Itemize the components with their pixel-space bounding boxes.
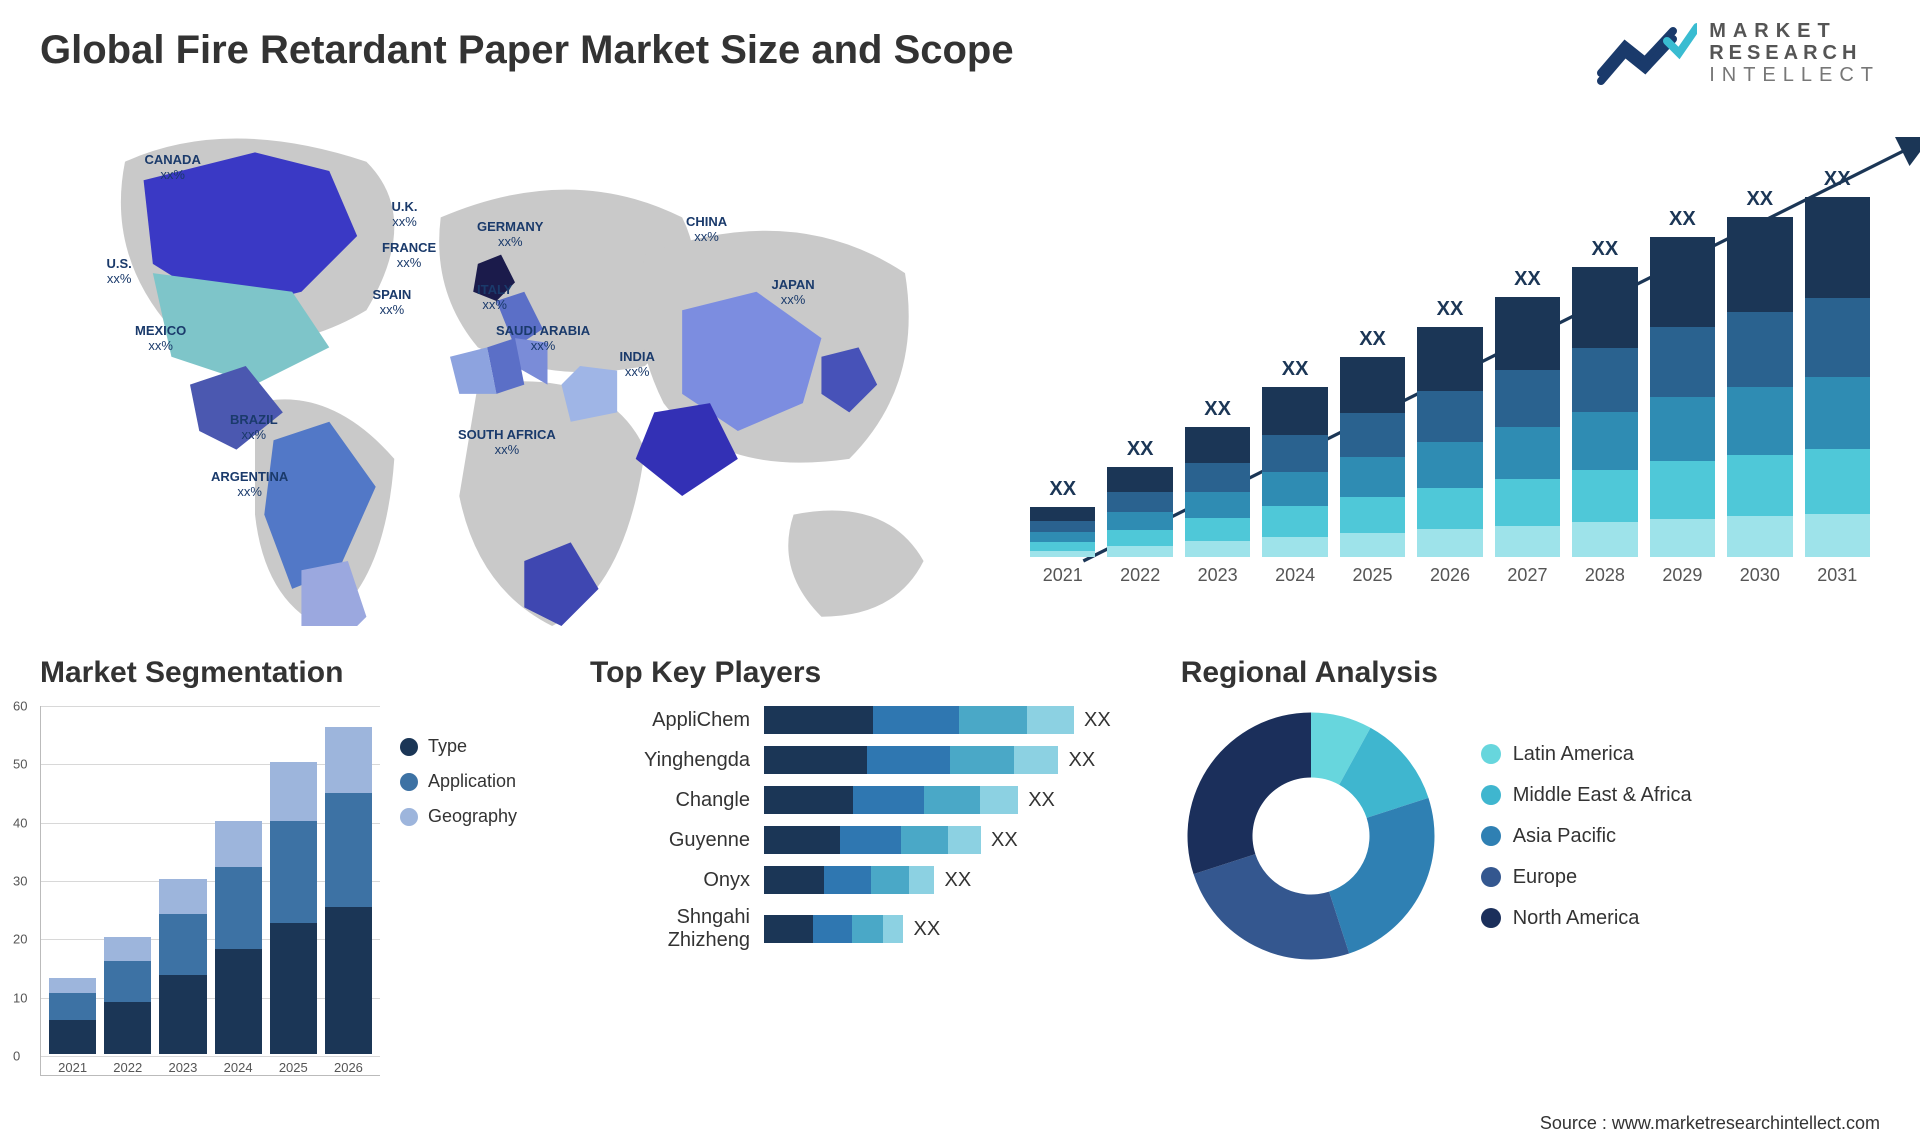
map-label-japan: JAPANxx%: [772, 278, 815, 308]
map-label-france: FRANCExx%: [382, 241, 436, 271]
player-row-guyenne: GuyenneXX: [590, 826, 1111, 854]
players-panel: Top Key Players AppliChemXX YinghengdaXX C…: [590, 656, 1151, 1116]
growth-bar-2030: XX2030: [1727, 188, 1792, 586]
regional-legend-item: North America: [1481, 907, 1692, 930]
player-row-changle: ChangleXX: [590, 786, 1111, 814]
regional-legend-item: Middle East & Africa: [1481, 784, 1692, 807]
regional-legend-item: Asia Pacific: [1481, 825, 1692, 848]
player-row-applichem: AppliChemXX: [590, 706, 1111, 734]
player-row-yinghengda: YinghengdaXX: [590, 746, 1111, 774]
growth-bar-2023: XX2023: [1185, 398, 1250, 586]
seg-bar-2025: 2025: [270, 762, 317, 1075]
seg-legend-item: Type: [400, 736, 517, 757]
segmentation-legend: Type Application Geography: [400, 706, 517, 1076]
map-label-south-africa: SOUTH AFRICAxx%: [458, 428, 556, 458]
map-label-u-k-: U.K.xx%: [392, 200, 418, 230]
brand-logo: MARKET RESEARCH INTELLECT: [1597, 20, 1880, 86]
player-row-onyx: OnyxXX: [590, 866, 1111, 894]
segmentation-bar-chart: 0102030405060202120222023202420252026: [40, 706, 380, 1076]
seg-legend-item: Application: [400, 771, 517, 792]
seg-bar-2026: 2026: [325, 727, 372, 1075]
source-attribution: Source : www.marketresearchintellect.com: [1540, 1113, 1880, 1134]
map-label-spain: SPAINxx%: [373, 288, 412, 318]
logo-mark-icon: [1597, 21, 1697, 85]
map-label-canada: CANADAxx%: [145, 153, 201, 183]
growth-bar-2022: XX2022: [1107, 438, 1172, 586]
seg-bar-2021: 2021: [49, 978, 96, 1075]
seg-bar-2022: 2022: [104, 937, 151, 1075]
donut-slice-north-america: [1187, 713, 1311, 875]
growth-bar-2027: XX2027: [1495, 268, 1560, 586]
map-label-mexico: MEXICOxx%: [135, 324, 186, 354]
logo-text-3: INTELLECT: [1709, 64, 1880, 86]
donut-slice-asia-pacific: [1329, 798, 1434, 954]
map-label-brazil: BRAZILxx%: [230, 413, 278, 443]
regional-legend-item: Latin America: [1481, 743, 1692, 766]
regional-donut-chart: [1181, 706, 1441, 966]
growth-bar-2021: XX2021: [1030, 478, 1095, 586]
map-label-china: CHINAxx%: [686, 215, 727, 245]
growth-bar-2024: XX2024: [1262, 358, 1327, 586]
logo-text-1: MARKET: [1709, 20, 1880, 42]
logo-text-2: RESEARCH: [1709, 42, 1880, 64]
seg-legend-item: Geography: [400, 806, 517, 827]
map-label-italy: ITALYxx%: [477, 283, 512, 313]
regional-legend-item: Europe: [1481, 866, 1692, 889]
page-title: Global Fire Retardant Paper Market Size …: [40, 20, 1014, 73]
player-row-shngahi-zhizheng: Shngahi ZhizhengXX: [590, 906, 1111, 952]
map-label-germany: GERMANYxx%: [477, 220, 543, 250]
donut-slice-europe: [1193, 854, 1349, 959]
growth-bar-2029: XX2029: [1650, 208, 1715, 586]
regional-panel: Regional Analysis Latin America Middle Ea…: [1181, 656, 1880, 1116]
map-label-saudi-arabia: SAUDI ARABIAxx%: [496, 324, 590, 354]
growth-bar-2026: XX2026: [1417, 298, 1482, 586]
seg-bar-2024: 2024: [215, 821, 262, 1075]
growth-bar-2025: XX2025: [1340, 328, 1405, 586]
growth-bar-2028: XX2028: [1572, 238, 1637, 586]
regional-legend: Latin America Middle East & Africa Asia Pa…: [1481, 743, 1692, 930]
players-hbar-chart: AppliChemXX YinghengdaXX ChangleXX GuyenneX…: [590, 706, 1151, 952]
seg-bar-2023: 2023: [159, 879, 206, 1075]
players-title: Top Key Players: [590, 656, 1151, 690]
growth-bar-chart: XX2021XX2022XX2023XX2024XX2025XX2026XX20…: [1020, 106, 1880, 626]
growth-bar-2031: XX2031: [1805, 168, 1870, 586]
regional-title: Regional Analysis: [1181, 656, 1880, 690]
world-map-icon: [40, 106, 990, 626]
segmentation-title: Market Segmentation: [40, 656, 560, 690]
map-label-india: INDIAxx%: [620, 350, 655, 380]
map-region: [561, 366, 617, 422]
world-map-panel: CANADAxx% U.S.xx% MEXICOxx% BRAZILxx% ARGENT…: [40, 106, 990, 626]
map-label-u-s-: U.S.xx%: [107, 257, 132, 287]
segmentation-panel: Market Segmentation 01020304050602021202…: [40, 656, 560, 1116]
map-label-argentina: ARGENTINAxx%: [211, 470, 288, 500]
